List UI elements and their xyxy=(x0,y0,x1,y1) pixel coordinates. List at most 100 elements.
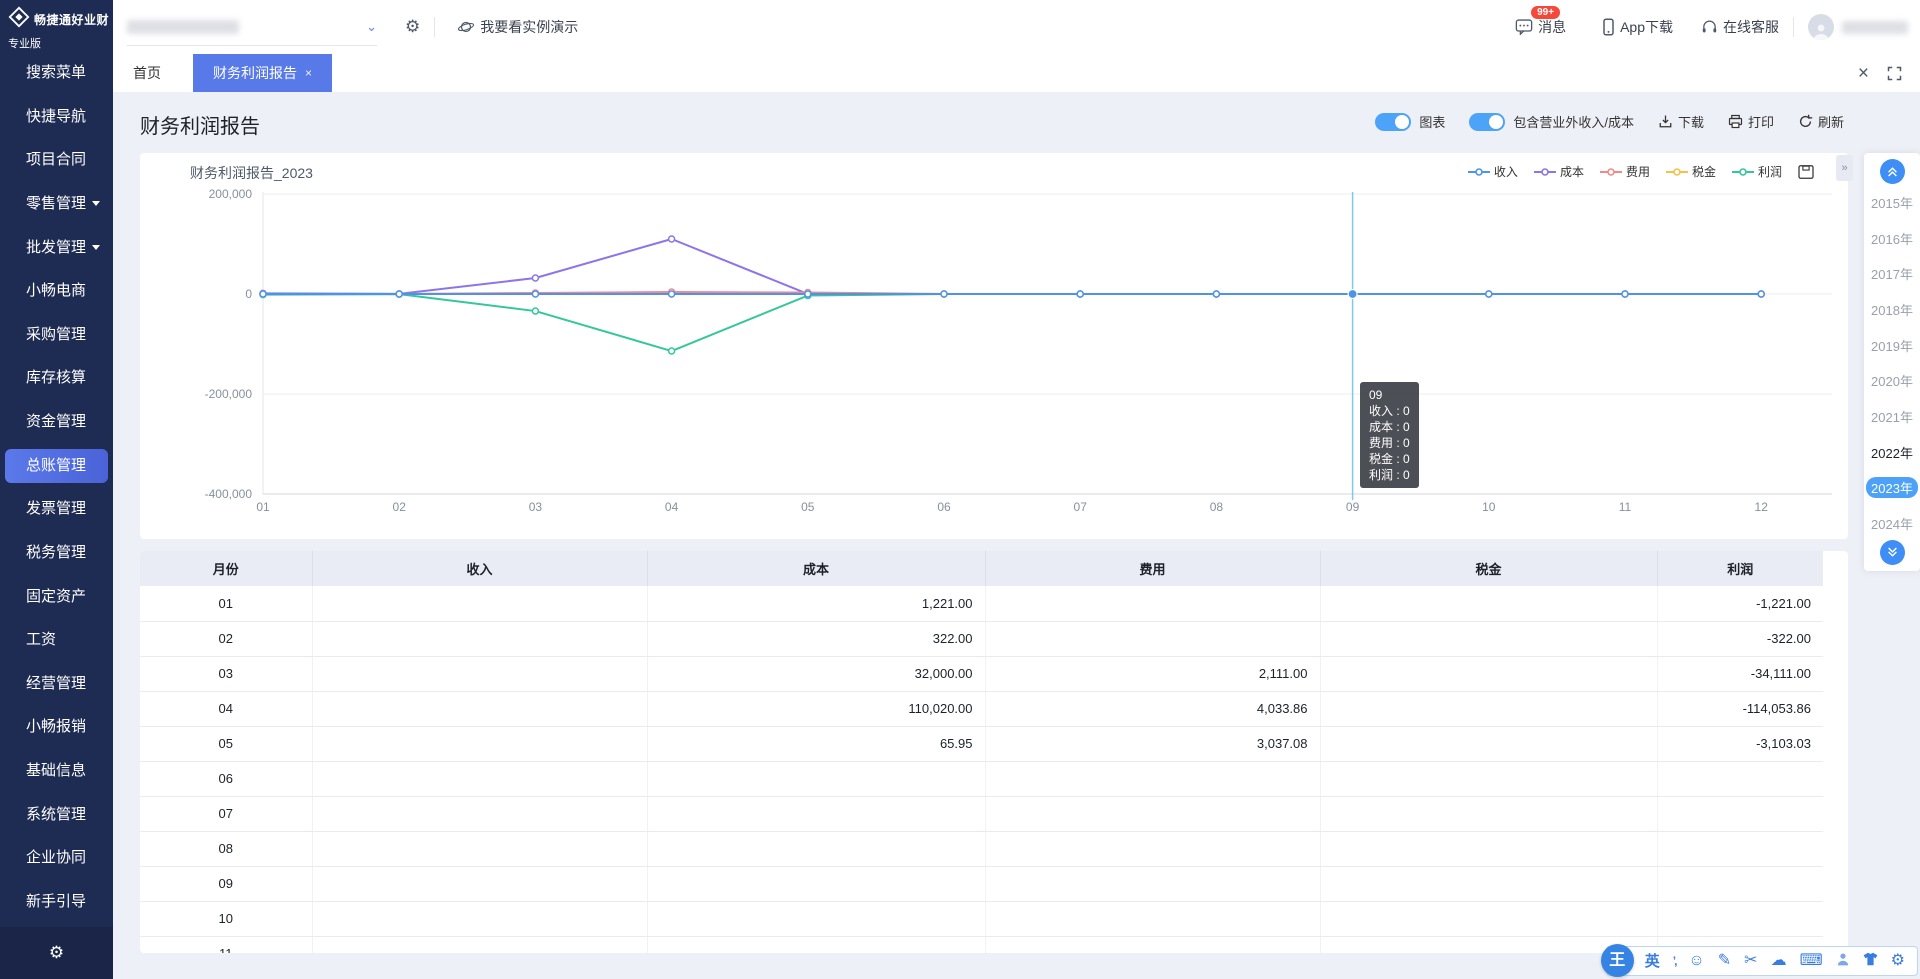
sidebar-item-总账管理[interactable]: 总账管理 xyxy=(5,448,108,483)
table-cell: 110,020.00 xyxy=(647,691,986,727)
save-chart-icon[interactable] xyxy=(1798,164,1814,179)
profit-table: 月份 收入 成本 费用 税金 利润 01 1,221.00 -1,221.00 02 322.00… xyxy=(140,551,1823,953)
table-row[interactable]: 08 xyxy=(140,831,1823,867)
sidebar-item-批发管理[interactable]: 批发管理 xyxy=(0,231,113,265)
sidebar-item-采购管理[interactable]: 采购管理 xyxy=(26,325,87,343)
table-row[interactable]: 02 322.00 -322.00 xyxy=(140,621,1823,657)
download-button[interactable]: 下载 xyxy=(1658,112,1704,131)
topbar: ⌄ ⚙ 我要看实例演示 99+ 消息 App下载 在线客服 xyxy=(113,0,1920,54)
table-row[interactable]: 07 xyxy=(140,796,1823,832)
sidebar-item-新手引导[interactable]: 新手引导 xyxy=(26,892,87,910)
table-row[interactable]: 05 65.95 3,037.08 -3,103.03 xyxy=(140,726,1823,762)
year-item-2023年[interactable]: 2023年 xyxy=(1866,477,1918,499)
sidebar-item-小畅电商[interactable]: 小畅电商 xyxy=(26,282,87,300)
language-mode-button[interactable]: 英 xyxy=(1644,952,1660,970)
online-support-button[interactable]: 在线客服 xyxy=(1701,17,1779,37)
demo-link[interactable]: 我要看实例演示 xyxy=(457,17,578,37)
user-icon[interactable] xyxy=(1836,952,1850,970)
toggle-on-switch[interactable] xyxy=(1469,112,1506,131)
sidebar-item-小畅报销[interactable]: 小畅报销 xyxy=(26,718,87,736)
legend-item-成本[interactable]: 成本 xyxy=(1533,163,1584,180)
collapse-panel-handle[interactable]: » xyxy=(1836,155,1853,181)
user-icon xyxy=(1813,24,1829,40)
table-row[interactable]: 09 xyxy=(140,866,1823,902)
pencil-icon[interactable]: ✎ xyxy=(1717,952,1732,969)
sidebar-settings-button[interactable]: ⚙ xyxy=(0,927,113,979)
table-cell xyxy=(1320,656,1658,692)
close-tab-icon[interactable]: × xyxy=(305,66,313,80)
year-item-2019年[interactable]: 2019年 xyxy=(1871,338,1913,354)
punctuation-button[interactable]: ’, xyxy=(1672,954,1677,968)
sidebar-item-基础信息[interactable]: 基础信息 xyxy=(26,762,87,779)
year-item-2015年[interactable]: 2015年 xyxy=(1871,196,1913,211)
year-item-2024年[interactable]: 2024年 xyxy=(1871,516,1913,532)
skin-shirt-icon[interactable] xyxy=(1863,952,1878,970)
fullscreen-icon[interactable] xyxy=(1887,66,1902,81)
table-row[interactable]: 01 1,221.00 -1,221.00 xyxy=(140,586,1823,622)
close-icon[interactable]: × xyxy=(1857,62,1869,84)
app-download-button[interactable]: App下载 xyxy=(1602,17,1673,37)
sidebar-item-工资[interactable]: 工资 xyxy=(26,631,57,649)
sidebar-item-发票管理[interactable]: 发票管理 xyxy=(26,500,87,518)
year-item-2016年[interactable]: 2016年 xyxy=(1871,231,1913,247)
table-cell xyxy=(1320,586,1658,622)
sidebar-item-系统管理[interactable]: 系统管理 xyxy=(26,805,87,823)
cloud-icon[interactable]: ☁ xyxy=(1770,952,1787,969)
table-cell xyxy=(1320,901,1658,937)
table-cell xyxy=(647,936,986,953)
scroll-years-down-button[interactable] xyxy=(1879,540,1905,565)
table-row[interactable]: 04 110,020.00 4,033.86 -114,053.86 xyxy=(140,691,1823,727)
year-item-2020年[interactable]: 2020年 xyxy=(1871,374,1913,390)
scroll-years-up-button[interactable] xyxy=(1879,159,1905,184)
include-nonoperating-toggle[interactable]: 包含营业外收入/成本 xyxy=(1469,112,1634,131)
year-item-2017年[interactable]: 2017年 xyxy=(1871,267,1913,283)
sidebar-item-资金管理[interactable]: 资金管理 xyxy=(26,413,87,430)
table-row[interactable]: 11 xyxy=(140,936,1823,953)
column-header-税金: 税金 xyxy=(1320,551,1658,586)
table-row[interactable]: 06 xyxy=(140,761,1823,797)
table-cell xyxy=(1320,761,1658,797)
messages-button[interactable]: 99+ 消息 xyxy=(1515,6,1566,37)
sidebar-item-经营管理[interactable]: 经营管理 xyxy=(26,674,87,692)
legend-item-费用[interactable]: 费用 xyxy=(1599,163,1650,180)
scissors-icon[interactable]: ✂ xyxy=(1744,952,1758,969)
sidebar-item-快捷导航[interactable]: 快捷导航 xyxy=(26,107,87,125)
year-item-2018年[interactable]: 2018年 xyxy=(1871,302,1913,318)
table-cell xyxy=(312,831,648,867)
legend-item-收入[interactable]: 收入 xyxy=(1467,163,1518,180)
table-row[interactable]: 03 32,000.00 2,111.00 -34,111.00 xyxy=(140,656,1823,692)
keyboard-icon[interactable]: ⌨ xyxy=(1799,952,1823,969)
emoji-icon[interactable]: ☺ xyxy=(1688,952,1705,969)
table-cell xyxy=(1320,831,1658,867)
tab-profit-report[interactable]: 财务利润报告 × xyxy=(193,54,333,92)
sidebar-item-固定资产[interactable]: 固定资产 xyxy=(26,587,87,605)
sidebar-item-税务管理[interactable]: 税务管理 xyxy=(26,543,87,561)
year-item-2022年[interactable]: 2022年 xyxy=(1871,445,1913,461)
sidebar-item-项目合同[interactable]: 项目合同 xyxy=(26,151,87,169)
print-button[interactable]: 打印 xyxy=(1728,112,1774,131)
tab-home[interactable]: 首页 xyxy=(133,65,161,81)
settings-gear-icon[interactable]: ⚙ xyxy=(405,17,421,36)
company-selector[interactable]: ⌄ xyxy=(127,8,377,46)
year-item-2021年[interactable]: 2021年 xyxy=(1871,409,1913,425)
ime-logo-button[interactable]: 王 xyxy=(1600,944,1634,977)
sidebar-item-搜索菜单[interactable]: 搜索菜单 xyxy=(26,64,87,81)
sidebar-item-企业协同[interactable]: 企业协同 xyxy=(26,849,87,867)
table-cell: 32,000.00 xyxy=(647,656,986,692)
table-cell: 06 xyxy=(140,761,313,797)
caret-down-icon xyxy=(92,245,101,251)
year-panel: 2015年 2016年 2017年 2018年 2019年 2020年 2021年 2022年… xyxy=(1864,153,1920,571)
brand-icon xyxy=(8,6,30,33)
chart-toggle[interactable]: 图表 xyxy=(1375,112,1445,131)
svg-text:10: 10 xyxy=(1482,500,1496,514)
table-row[interactable]: 10 xyxy=(140,901,1823,937)
sidebar-item-零售管理[interactable]: 零售管理 xyxy=(0,187,113,221)
gear-icon[interactable]: ⚙ xyxy=(1890,952,1905,969)
sidebar-item-库存核算[interactable]: 库存核算 xyxy=(26,369,87,387)
toggle-on-switch[interactable] xyxy=(1375,112,1412,131)
legend-item-利润[interactable]: 利润 xyxy=(1731,163,1782,180)
refresh-button[interactable]: 刷新 xyxy=(1798,112,1844,131)
avatar[interactable] xyxy=(1808,14,1834,40)
legend-item-税金[interactable]: 税金 xyxy=(1665,163,1716,180)
